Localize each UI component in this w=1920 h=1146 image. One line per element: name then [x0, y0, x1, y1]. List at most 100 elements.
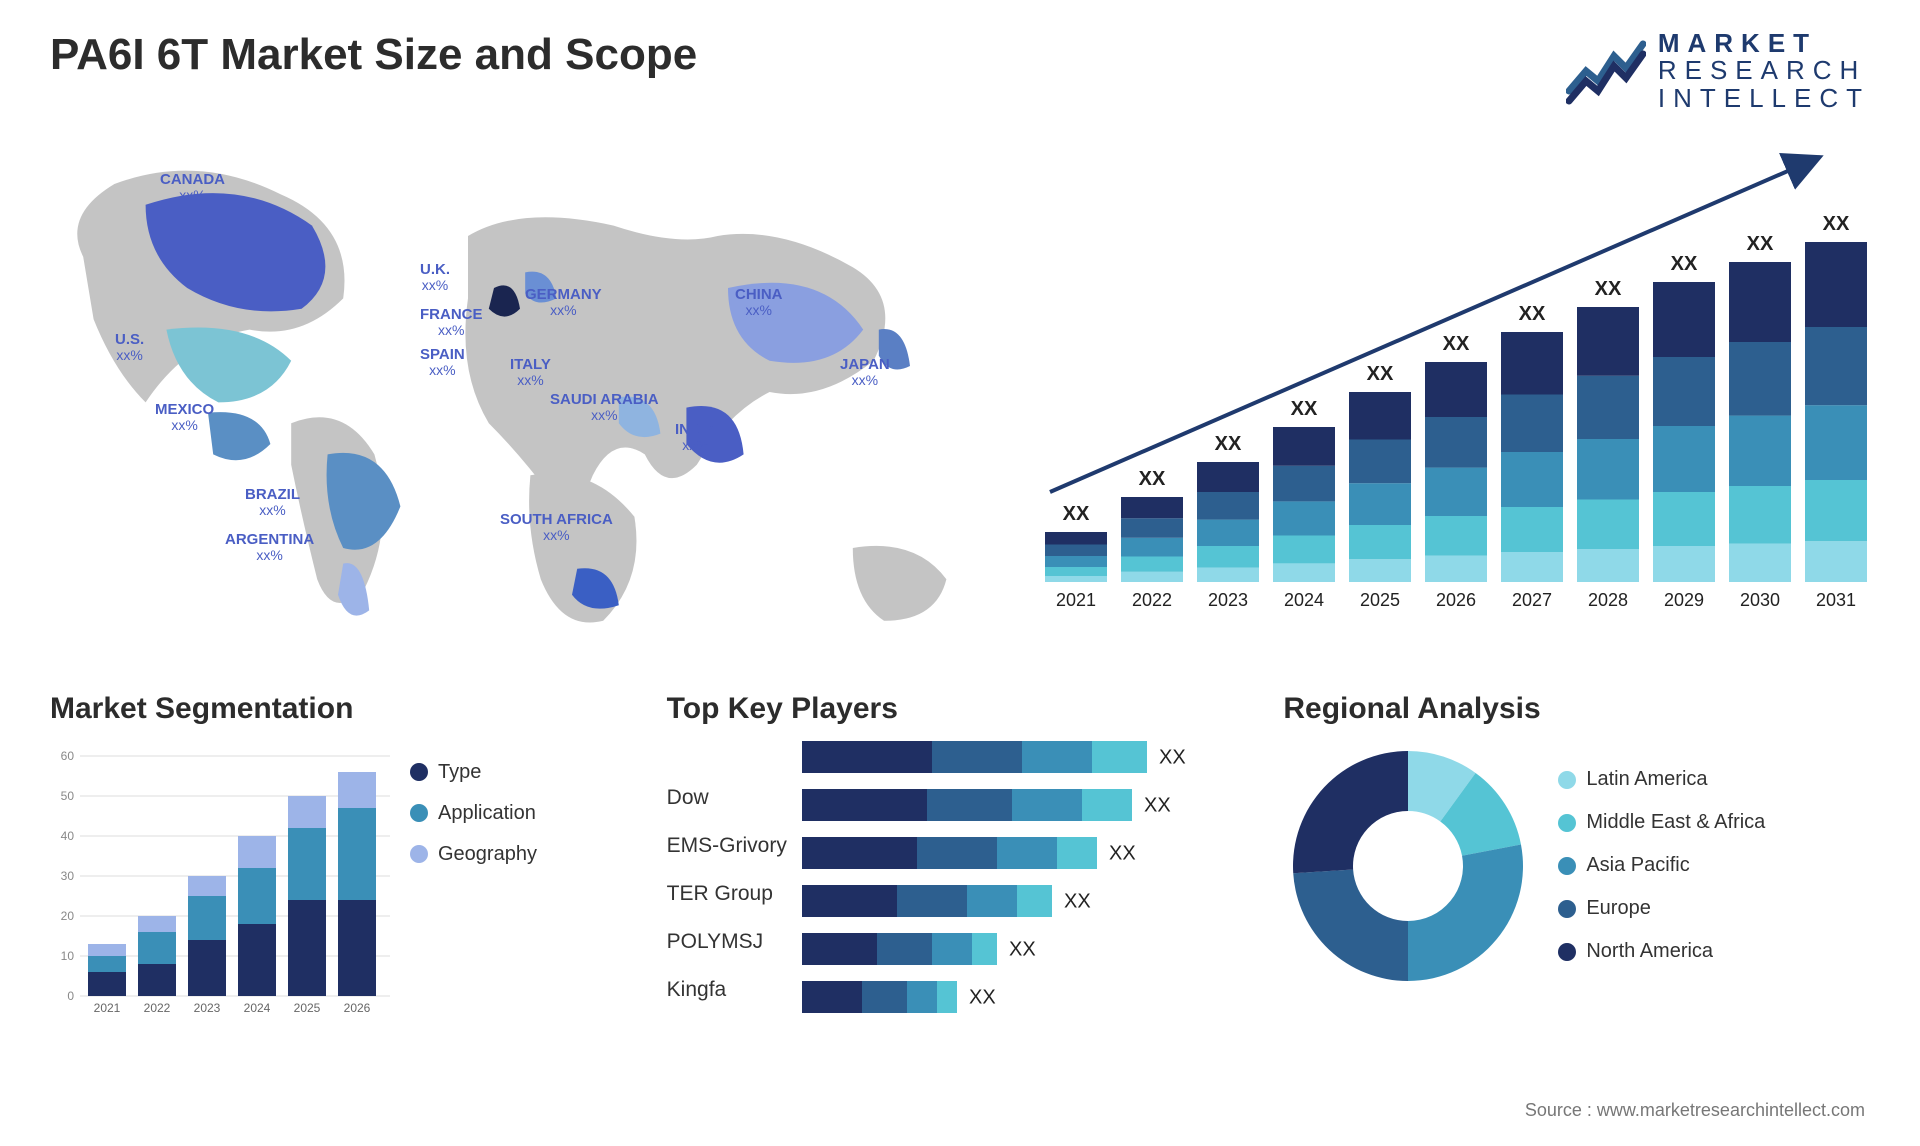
growth-bar-seg — [1653, 492, 1715, 546]
growth-bar-seg — [1121, 538, 1183, 557]
seg-bar-seg — [288, 900, 326, 996]
seg-year-label: 2026 — [344, 1001, 371, 1015]
player-bar-seg — [802, 789, 927, 821]
player-bar-seg — [877, 933, 932, 965]
legend-label: Type — [438, 761, 481, 784]
player-name: Kingfa — [667, 978, 787, 1026]
player-bar-seg — [927, 789, 1012, 821]
legend-label: Middle East & Africa — [1586, 811, 1765, 834]
seg-bar-seg — [88, 956, 126, 972]
legend-label: Application — [438, 802, 536, 825]
seg-ytick: 20 — [61, 909, 75, 923]
player-bar-seg — [802, 741, 932, 773]
growth-bar-label: XX — [1671, 253, 1698, 275]
growth-bar-seg — [1577, 549, 1639, 582]
logo-line-1: MARKET — [1658, 30, 1870, 57]
growth-bar-seg — [1273, 427, 1335, 466]
player-bar-seg — [802, 933, 877, 965]
growth-bar-seg — [1045, 576, 1107, 582]
growth-bar-seg — [1805, 480, 1867, 541]
growth-year-label: 2024 — [1284, 590, 1324, 610]
growth-bar-seg — [1197, 492, 1259, 520]
map-label: CANADAxx% — [160, 172, 225, 205]
growth-year-label: 2027 — [1512, 590, 1552, 610]
growth-bar-label: XX — [1367, 363, 1394, 385]
logo-text: MARKET RESEARCH INTELLECT — [1658, 30, 1870, 112]
player-bar-seg — [802, 885, 897, 917]
growth-bar-seg — [1805, 242, 1867, 327]
player-bar-seg — [932, 741, 1022, 773]
player-bar-seg — [1057, 837, 1097, 869]
seg-ytick: 40 — [61, 829, 75, 843]
seg-bar-seg — [138, 916, 176, 932]
growth-bar-seg — [1045, 556, 1107, 567]
legend-label: North America — [1586, 940, 1713, 963]
player-bar-seg — [862, 981, 907, 1013]
regional-donut — [1283, 741, 1533, 991]
seg-bar-seg — [288, 828, 326, 900]
growth-bar-seg — [1121, 572, 1183, 582]
growth-bar-seg — [1349, 559, 1411, 582]
growth-year-label: 2028 — [1588, 590, 1628, 610]
growth-bar-seg — [1805, 541, 1867, 582]
growth-bar-label: XX — [1139, 468, 1166, 490]
growth-bar-seg — [1121, 497, 1183, 518]
growth-bar-seg — [1501, 332, 1563, 395]
growth-bar-seg — [1729, 342, 1791, 416]
player-bar-label: XX — [969, 986, 996, 1008]
seg-bar-seg — [238, 924, 276, 996]
bottom-row: Market Segmentation 01020304050602021202… — [50, 692, 1870, 1041]
player-bar-seg — [972, 933, 997, 965]
seg-ytick: 60 — [61, 749, 75, 763]
world-map — [50, 132, 990, 652]
growth-bar-seg — [1045, 567, 1107, 576]
regional-legend: Latin AmericaMiddle East & AfricaAsia Pa… — [1558, 768, 1765, 963]
seg-bar-seg — [188, 896, 226, 940]
growth-bar-seg — [1425, 555, 1487, 581]
seg-year-label: 2021 — [94, 1001, 121, 1015]
player-bar-seg — [907, 981, 937, 1013]
seg-bar-seg — [88, 944, 126, 956]
legend-item: Type — [410, 761, 537, 784]
legend-item: Geography — [410, 843, 537, 866]
growth-bar-label: XX — [1747, 233, 1774, 255]
growth-bar-label: XX — [1063, 503, 1090, 525]
growth-bar-seg — [1273, 535, 1335, 563]
growth-bar-seg — [1349, 392, 1411, 440]
seg-bar-seg — [238, 836, 276, 868]
seg-bar-seg — [188, 940, 226, 996]
player-bar-label: XX — [1144, 794, 1171, 816]
growth-bar-seg — [1729, 543, 1791, 581]
growth-bar-seg — [1653, 546, 1715, 582]
growth-bar-seg — [1045, 544, 1107, 556]
seg-ytick: 10 — [61, 949, 75, 963]
growth-bar-seg — [1501, 552, 1563, 582]
growth-bar-seg — [1197, 519, 1259, 545]
seg-bar-seg — [138, 964, 176, 996]
growth-bar-seg — [1577, 499, 1639, 549]
growth-bar-seg — [1349, 439, 1411, 483]
growth-bar-seg — [1501, 452, 1563, 507]
player-bar-seg — [937, 981, 957, 1013]
growth-bar-seg — [1425, 362, 1487, 417]
growth-bar-seg — [1653, 357, 1715, 426]
growth-bar-seg — [1425, 467, 1487, 515]
growth-bar-label: XX — [1291, 398, 1318, 420]
logo-icon — [1566, 36, 1646, 106]
growth-bar-seg — [1805, 405, 1867, 480]
player-bar-label: XX — [1009, 938, 1036, 960]
growth-bar-seg — [1197, 567, 1259, 581]
player-bar-label: XX — [1159, 746, 1186, 768]
segmentation-panel: Market Segmentation 01020304050602021202… — [50, 692, 637, 1041]
player-bar-seg — [897, 885, 967, 917]
growth-bar-seg — [1653, 426, 1715, 492]
growth-chart-panel: XX2021XX2022XX2023XX2024XX2025XX2026XX20… — [1020, 132, 1870, 652]
legend-item: Application — [410, 802, 537, 825]
legend-item: Europe — [1558, 897, 1765, 920]
growth-bar-seg — [1577, 439, 1639, 500]
map-label: SOUTH AFRICAxx% — [500, 512, 613, 545]
growth-bar-seg — [1729, 262, 1791, 342]
growth-bar-seg — [1349, 525, 1411, 559]
seg-year-label: 2023 — [194, 1001, 221, 1015]
map-label: U.S.xx% — [115, 332, 144, 365]
